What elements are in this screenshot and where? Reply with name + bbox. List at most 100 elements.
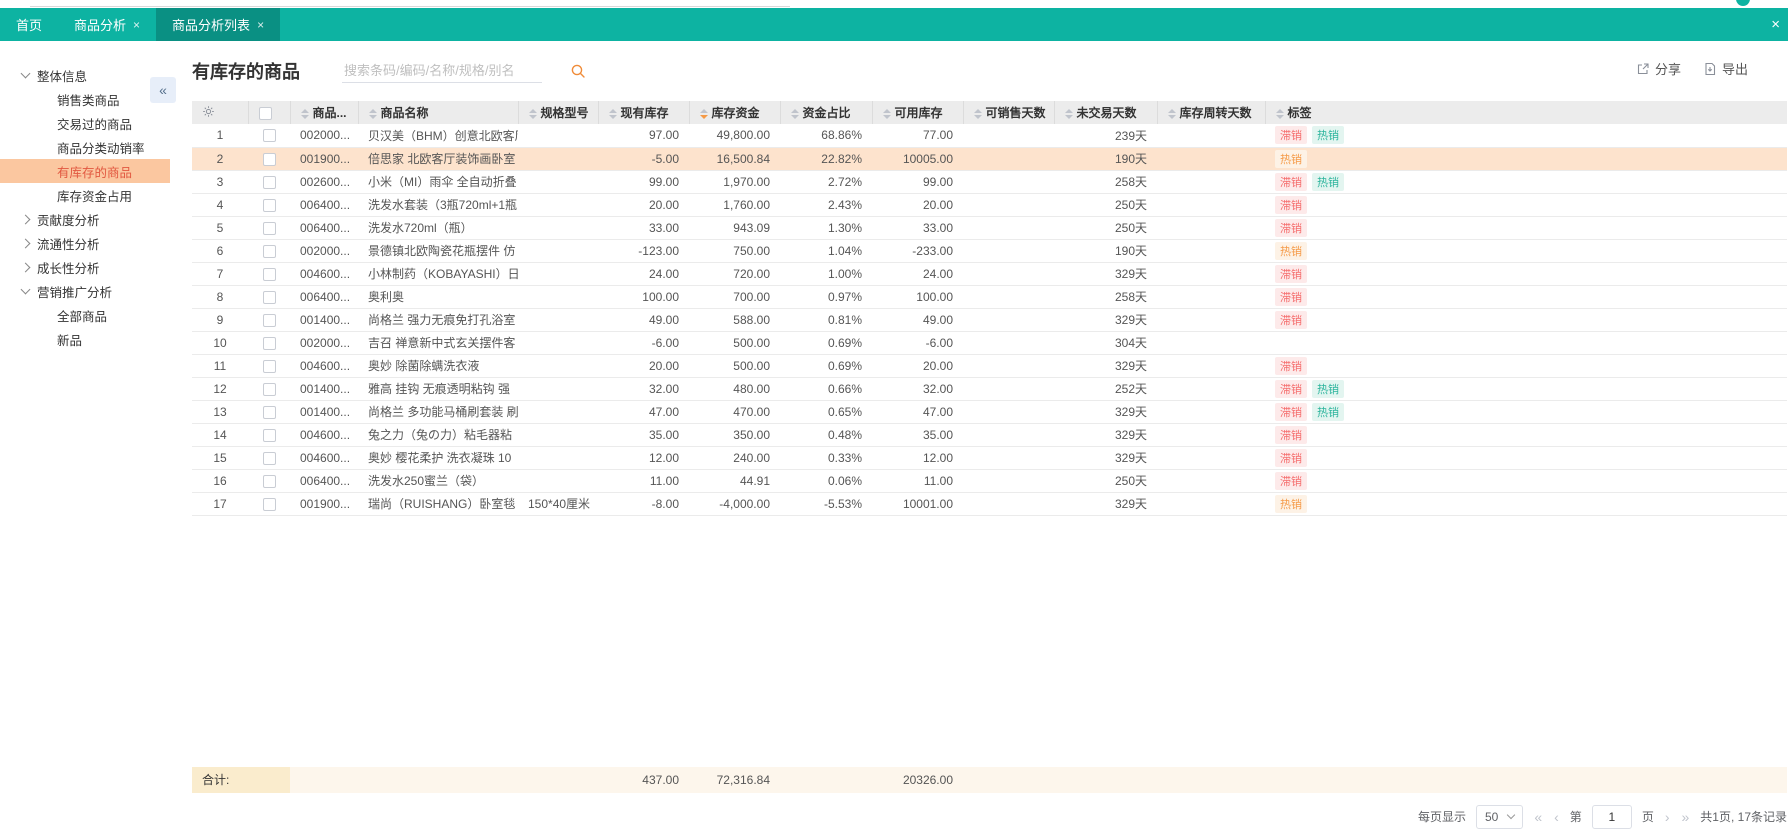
- row-checkbox[interactable]: [262, 313, 276, 327]
- row-checkbox[interactable]: [262, 359, 276, 373]
- row-checkbox[interactable]: [262, 175, 276, 189]
- sidebar-item-6[interactable]: 贡献度分析: [0, 207, 170, 231]
- table-row[interactable]: 17 001900... 瑞尚（RUISHANG）卧室毯 150*40厘米 -8.00-…: [192, 492, 1787, 516]
- row-checkbox[interactable]: [262, 221, 276, 235]
- table-row[interactable]: 15 004600... 奥妙 樱花柔护 洗衣凝珠 10 12.00 240.00 0.3…: [192, 446, 1787, 470]
- sidebar-item-3[interactable]: 商品分类动销率: [0, 135, 170, 159]
- last-page-button[interactable]: »: [1681, 808, 1690, 825]
- row-checkbox[interactable]: [262, 152, 276, 166]
- sidebar-item-2[interactable]: 交易过的商品: [0, 111, 170, 135]
- sort-icon[interactable]: [608, 108, 617, 119]
- sort-icon[interactable]: [882, 108, 891, 119]
- sidebar-item-11[interactable]: 新品: [0, 327, 170, 351]
- cell-code: 006400...: [290, 469, 358, 493]
- next-page-button[interactable]: ›: [1664, 808, 1670, 825]
- column-header-code[interactable]: 商品...: [290, 101, 359, 124]
- tag-badge: 滞销: [1275, 264, 1307, 283]
- sort-icon[interactable]: [1167, 108, 1176, 119]
- prev-page-button[interactable]: ‹: [1554, 808, 1559, 825]
- table-row[interactable]: 3 002600... 小米（MI）雨伞 全自动折叠 99.00 1,970.00 2.7…: [192, 170, 1787, 194]
- select-all-checkbox[interactable]: [258, 106, 272, 120]
- sidebar-item-9[interactable]: 营销推广分析: [0, 279, 170, 303]
- table-row[interactable]: 13 001400... 尚格兰 多功能马桶刷套装 刷 47.00 470.00 0.65…: [192, 400, 1787, 424]
- page-number-input[interactable]: [1591, 804, 1632, 829]
- table-row[interactable]: 11 004600... 奥妙 除菌除螨洗衣液 20.00 500.00 0.69% 20.…: [192, 354, 1787, 378]
- column-header-turnover_days[interactable]: 库存周转天数: [1157, 101, 1266, 124]
- sort-icon[interactable]: [368, 108, 377, 119]
- row-checkbox[interactable]: [262, 267, 276, 281]
- row-checkbox[interactable]: [262, 290, 276, 304]
- sort-icon[interactable]: [300, 108, 309, 119]
- sidebar-item-5[interactable]: 库存资金占用: [0, 183, 170, 207]
- sort-desc-icon: [368, 114, 377, 119]
- search-icon[interactable]: [570, 63, 586, 79]
- tab-close-icon[interactable]: ×: [257, 17, 265, 32]
- column-header-tags[interactable]: 标签: [1265, 101, 1787, 124]
- settings-column-header[interactable]: [192, 101, 249, 124]
- cell-name: 雅高 挂钩 无痕透明粘钩 强: [358, 377, 518, 401]
- column-header-avail[interactable]: 可用库存: [872, 101, 964, 124]
- cell-row-number: 16: [192, 469, 248, 493]
- sort-icon[interactable]: [528, 108, 537, 119]
- table-row[interactable]: 9 001400... 尚格兰 强力无痕免打孔浴室 49.00 588.00 0.81% 4…: [192, 308, 1787, 332]
- table-row[interactable]: 12 001400... 雅高 挂钩 无痕透明粘钩 强 32.00 480.00 0.66…: [192, 377, 1787, 401]
- sidebar-item-4[interactable]: 有库存的商品: [0, 159, 170, 183]
- sort-icon[interactable]: [1275, 108, 1284, 119]
- table-row[interactable]: 2 001900... 倍思家 北欧客厅装饰画卧室 -5.00 16,500.84 22.…: [192, 147, 1787, 171]
- tab-0[interactable]: 首页: [0, 8, 58, 41]
- sidebar-item-0[interactable]: 整体信息: [0, 63, 170, 87]
- cell-code: 001900...: [290, 492, 358, 516]
- sort-icon[interactable]: [973, 108, 982, 119]
- row-checkbox[interactable]: [262, 382, 276, 396]
- row-checkbox[interactable]: [262, 428, 276, 442]
- export-button[interactable]: 导出: [1703, 59, 1748, 78]
- sidebar-item-10[interactable]: 全部商品: [0, 303, 170, 327]
- sidebar-collapse-button[interactable]: «: [150, 77, 176, 103]
- row-checkbox[interactable]: [262, 129, 276, 143]
- sort-icon[interactable]: [699, 108, 708, 119]
- sort-icon[interactable]: [790, 108, 799, 119]
- column-header-spec[interactable]: 规格型号: [518, 101, 599, 124]
- close-icon[interactable]: ×: [1771, 16, 1780, 33]
- table-row[interactable]: 10 002000... 吉召 禅意新中式玄关摆件客 -6.00 500.00 0.69%…: [192, 331, 1787, 355]
- table-row[interactable]: 1 002000... 贝汉美（BHM）创意北欧客厅 97.00 49,800.00 68…: [192, 124, 1787, 148]
- cell-tags: 滞销 热销: [1265, 170, 1787, 194]
- cell-idle_days: 329天: [1054, 400, 1157, 424]
- page-suffix: 页: [1641, 810, 1654, 824]
- row-checkbox[interactable]: [262, 451, 276, 465]
- column-header-stock[interactable]: 现有库存: [598, 101, 690, 124]
- cell-idle_days: 190天: [1054, 239, 1157, 263]
- tab-2[interactable]: 商品分析列表 ×: [156, 8, 281, 41]
- table-row[interactable]: 4 006400... 洗发水套装（3瓶720ml+1瓶 20.00 1,760.00 2…: [192, 193, 1787, 217]
- column-header-idle_days[interactable]: 未交易天数: [1054, 101, 1158, 124]
- column-header-ratio[interactable]: 资金占比: [780, 101, 873, 124]
- table-row[interactable]: 6 002000... 景德镇北欧陶瓷花瓶摆件 仿 -123.00 750.00 1.04…: [192, 239, 1787, 263]
- share-button[interactable]: 分享: [1636, 59, 1681, 78]
- search-input[interactable]: [342, 59, 542, 83]
- cell-name: 洗发水250蜜兰（袋）: [358, 469, 518, 493]
- share-icon: [1637, 62, 1649, 74]
- sidebar-item-1[interactable]: 销售类商品: [0, 87, 170, 111]
- table-row[interactable]: 5 006400... 洗发水720ml（瓶） 33.00 943.09 1.30% 33.…: [192, 216, 1787, 240]
- row-checkbox[interactable]: [262, 405, 276, 419]
- tab-close-icon[interactable]: ×: [133, 17, 141, 32]
- page-size-select[interactable]: 50: [1475, 804, 1524, 829]
- column-header-fund[interactable]: 库存资金: [689, 101, 781, 124]
- tab-1[interactable]: 商品分析 ×: [58, 8, 156, 41]
- row-checkbox[interactable]: [262, 336, 276, 350]
- sidebar-item-7[interactable]: 流通性分析: [0, 231, 170, 255]
- column-header-sale_days[interactable]: 可销售天数: [963, 101, 1055, 124]
- column-header-name[interactable]: 商品名称: [358, 101, 519, 124]
- table-row[interactable]: 16 006400... 洗发水250蜜兰（袋） 11.00 44.91 0.06% 11.…: [192, 469, 1787, 493]
- cell-sale_days: [963, 377, 1054, 401]
- first-page-button[interactable]: «: [1534, 808, 1543, 825]
- row-checkbox[interactable]: [262, 474, 276, 488]
- row-checkbox[interactable]: [262, 497, 276, 511]
- sort-icon[interactable]: [1064, 108, 1073, 119]
- table-row[interactable]: 7 004600... 小林制药（KOBAYASHI）日 24.00 720.00 1.0…: [192, 262, 1787, 286]
- table-row[interactable]: 14 004600... 兔之力（兔の力）粘毛器粘 35.00 350.00 0.48% 3…: [192, 423, 1787, 447]
- sidebar-item-8[interactable]: 成长性分析: [0, 255, 170, 279]
- table-row[interactable]: 8 006400... 奥利奥 100.00 700.00 0.97% 100.00 258天…: [192, 285, 1787, 309]
- row-checkbox[interactable]: [262, 198, 276, 212]
- row-checkbox[interactable]: [262, 244, 276, 258]
